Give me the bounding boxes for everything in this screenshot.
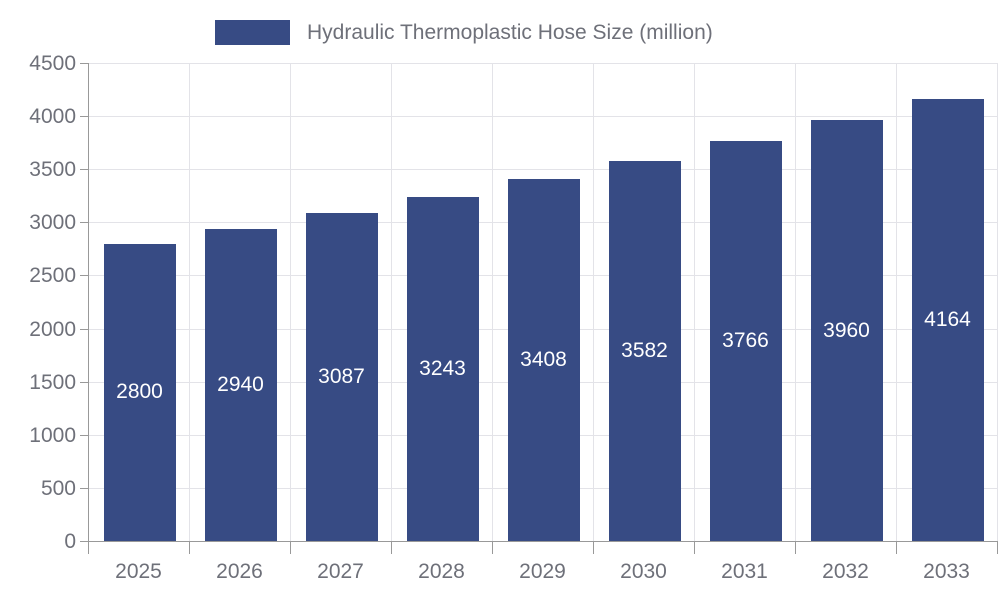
gridline-vertical bbox=[896, 63, 897, 541]
gridline-vertical bbox=[694, 63, 695, 541]
x-axis-tick bbox=[492, 542, 493, 554]
legend-label: Hydraulic Thermoplastic Hose Size (milli… bbox=[307, 20, 713, 44]
bar[interactable]: 3766 bbox=[709, 140, 782, 541]
y-axis-label: 4000 bbox=[29, 105, 76, 129]
x-axis-label: 2027 bbox=[317, 560, 364, 583]
x-axis-label: 2025 bbox=[115, 560, 162, 583]
y-axis-tick bbox=[80, 116, 88, 118]
x-axis-label: 2026 bbox=[216, 560, 263, 583]
bar-value-label: 2800 bbox=[116, 380, 163, 404]
bar-value-label: 3243 bbox=[419, 356, 466, 380]
y-axis-label: 3000 bbox=[29, 211, 76, 235]
x-axis-label: 2028 bbox=[418, 560, 465, 583]
x-axis-tick bbox=[896, 542, 897, 554]
bar-value-label: 3960 bbox=[823, 318, 870, 342]
y-axis-label: 3500 bbox=[29, 158, 76, 182]
x-axis-tick bbox=[290, 542, 291, 554]
x-axis-tick bbox=[694, 542, 695, 554]
gridline-horizontal bbox=[89, 169, 998, 171]
y-axis-label: 2000 bbox=[29, 317, 76, 341]
y-axis-tick bbox=[80, 222, 88, 224]
gridline-horizontal bbox=[89, 116, 998, 118]
y-axis-tick bbox=[80, 328, 88, 330]
x-axis-tick bbox=[88, 542, 89, 554]
x-axis-label: 2032 bbox=[822, 560, 869, 583]
bar-value-label: 3087 bbox=[318, 365, 365, 389]
gridline-vertical bbox=[189, 63, 190, 541]
y-axis-tick bbox=[80, 487, 88, 489]
y-axis-tick bbox=[80, 63, 88, 64]
bar[interactable]: 3087 bbox=[305, 213, 378, 541]
y-axis-tick bbox=[80, 169, 88, 171]
bar-value-label: 3766 bbox=[722, 328, 769, 352]
bar[interactable]: 3582 bbox=[608, 160, 681, 541]
bar-value-label: 4164 bbox=[924, 307, 971, 331]
bar[interactable]: 3408 bbox=[507, 179, 580, 541]
y-axis-label: 1000 bbox=[29, 423, 76, 447]
y-axis-label: 500 bbox=[40, 476, 76, 500]
y-axis-tick bbox=[80, 541, 88, 542]
gridline-vertical bbox=[290, 63, 291, 541]
x-axis-label: 2031 bbox=[721, 560, 768, 583]
x-axis-label: 2033 bbox=[923, 560, 970, 583]
bar[interactable]: 2940 bbox=[204, 228, 277, 541]
y-axis-tick bbox=[80, 434, 88, 436]
gridline-horizontal bbox=[89, 63, 998, 64]
gridline-vertical bbox=[997, 63, 998, 541]
x-axis-tick bbox=[795, 542, 796, 554]
bar-value-label: 3408 bbox=[520, 348, 567, 371]
bar-value-label: 2940 bbox=[217, 372, 264, 396]
bar[interactable]: 4164 bbox=[911, 98, 984, 541]
bar[interactable]: 2800 bbox=[103, 243, 176, 541]
gridline-vertical bbox=[593, 63, 594, 541]
legend-swatch bbox=[215, 20, 290, 45]
y-axis-tick bbox=[80, 275, 88, 277]
bar[interactable]: 3243 bbox=[406, 196, 479, 541]
legend-item[interactable]: Hydraulic Thermoplastic Hose Size (milli… bbox=[215, 20, 713, 45]
y-axis-label: 0 bbox=[64, 530, 76, 553]
y-axis-tick bbox=[80, 381, 88, 383]
x-axis-tick bbox=[593, 542, 594, 554]
bar-value-label: 3582 bbox=[621, 338, 668, 362]
x-axis-label: 2030 bbox=[620, 560, 667, 583]
x-axis-tick bbox=[997, 542, 998, 554]
x-axis-tick bbox=[189, 542, 190, 554]
plot-area: 2800 2940 3087 3243 3408 3582 3766 3960 4164 bbox=[88, 63, 998, 542]
y-axis-label: 1500 bbox=[29, 370, 76, 394]
x-axis-tick bbox=[391, 542, 392, 554]
y-axis-label: 4500 bbox=[29, 52, 76, 75]
y-axis-label: 2500 bbox=[29, 264, 76, 288]
gridline-vertical bbox=[391, 63, 392, 541]
gridline-vertical bbox=[492, 63, 493, 541]
gridline-vertical bbox=[795, 63, 796, 541]
x-axis-label: 2029 bbox=[519, 560, 566, 583]
bar[interactable]: 3960 bbox=[810, 120, 883, 541]
